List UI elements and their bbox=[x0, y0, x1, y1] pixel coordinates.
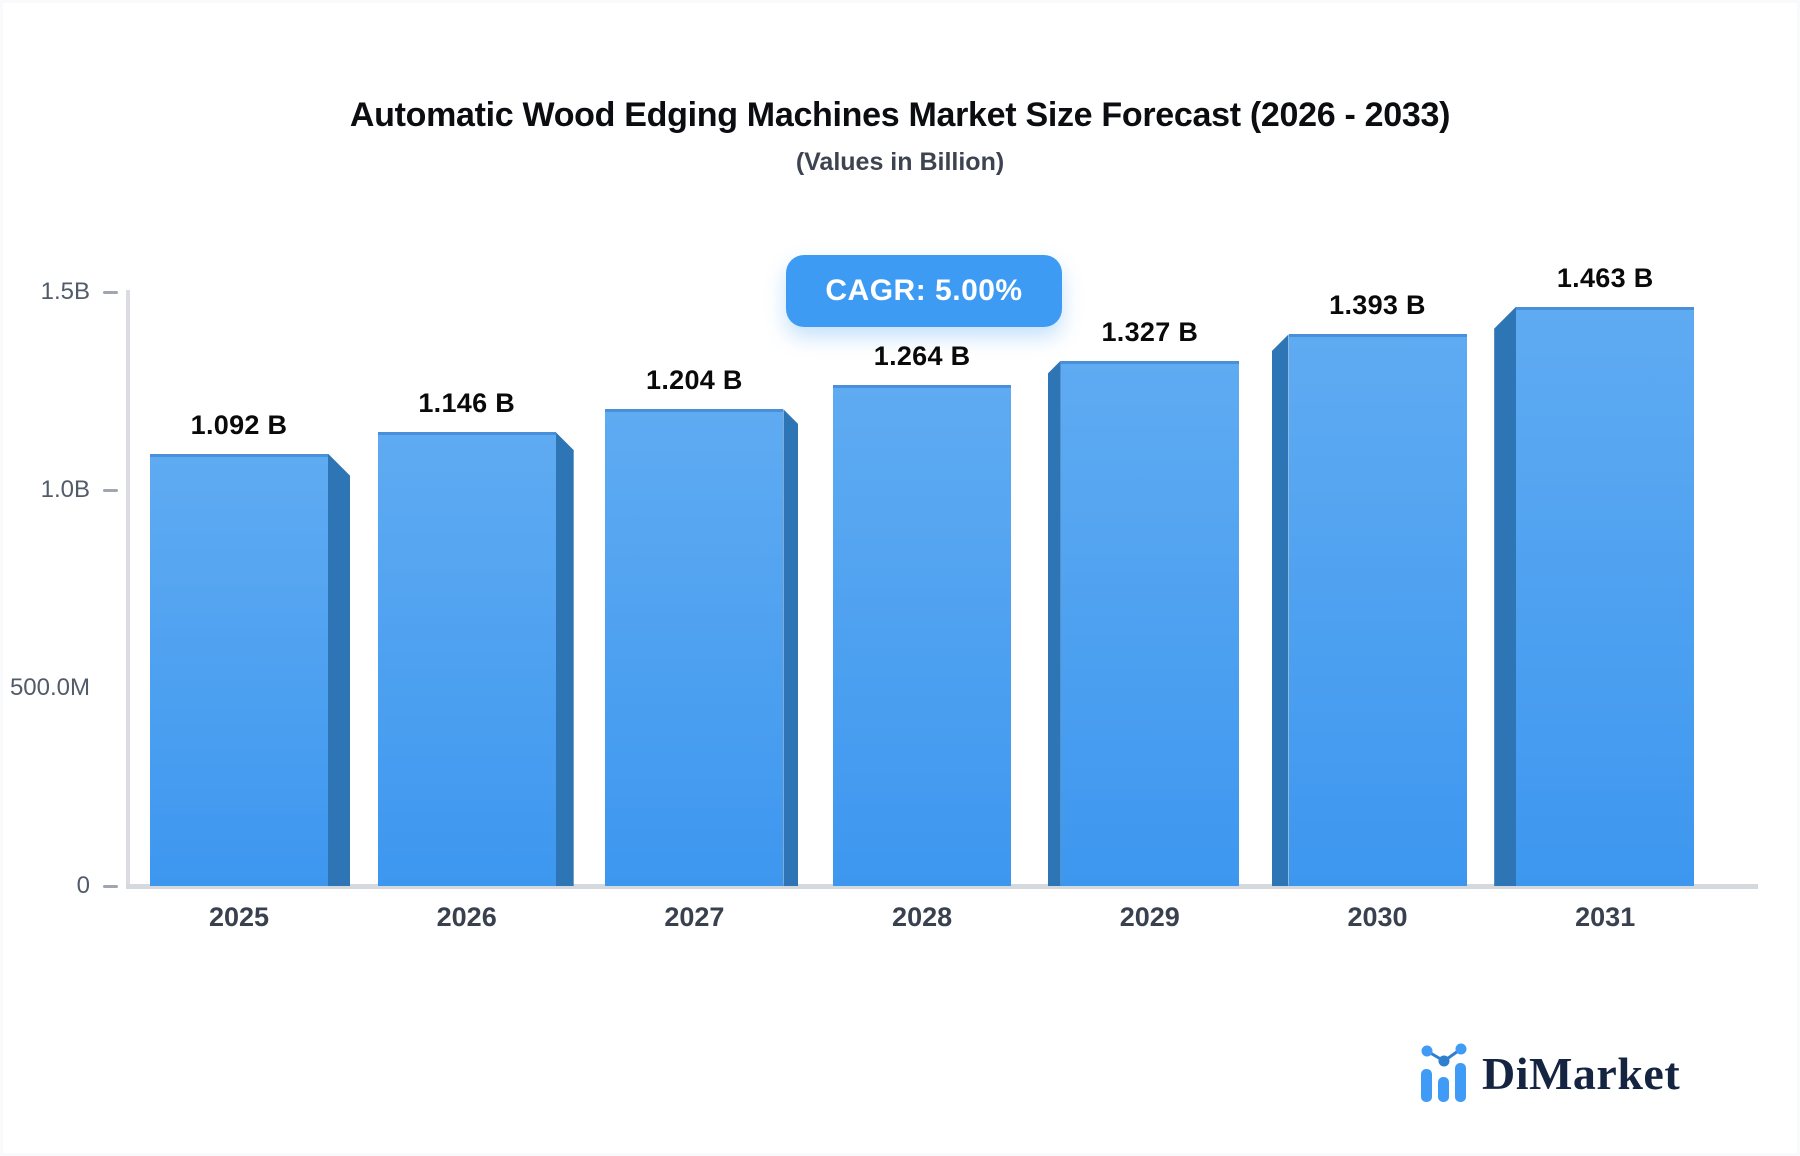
y-axis-tick bbox=[103, 488, 118, 492]
bar-front-face bbox=[1288, 334, 1467, 886]
bar-value-label: 1.092 B bbox=[190, 409, 288, 440]
page-title: Automatic Wood Edging Machines Market Si… bbox=[349, 96, 1451, 134]
page-subtitle: (Values in Billion) bbox=[795, 148, 1005, 176]
bar-year-label: 2030 bbox=[1347, 902, 1408, 932]
bar-year-label: 2028 bbox=[892, 902, 953, 932]
y-axis-label: 500.0M bbox=[9, 674, 90, 701]
bar-value-label: 1.393 B bbox=[1329, 290, 1426, 321]
bar-front-face bbox=[150, 453, 328, 886]
bar-value-label: 1.463 B bbox=[1556, 262, 1654, 293]
bar-side-face bbox=[783, 409, 799, 886]
y-axis-label: 1.0B bbox=[40, 476, 90, 503]
y-axis-label: 1.5B bbox=[40, 278, 90, 305]
bar-value-label: 1.264 B bbox=[873, 341, 971, 372]
x-axis-line bbox=[126, 884, 1758, 889]
y-axis-label: 0 bbox=[76, 872, 90, 899]
bar-year-label: 2029 bbox=[1119, 902, 1180, 932]
cagr-badge-label: CAGR: 5.00% bbox=[825, 274, 1023, 307]
bar-year-label: 2031 bbox=[1575, 902, 1636, 932]
y-axis-tick bbox=[103, 884, 118, 888]
dimarket-logo: DiMarket bbox=[1418, 1042, 1680, 1104]
cagr-badge: CAGR: 5.00% bbox=[786, 255, 1062, 327]
bar-front-face bbox=[605, 409, 784, 886]
dimarket-logo-text: DiMarket bbox=[1482, 1047, 1681, 1099]
bar-year-label: 2026 bbox=[436, 902, 497, 932]
bar-year-label: 2027 bbox=[664, 902, 725, 932]
bar-value-label: 1.204 B bbox=[646, 365, 743, 396]
bar-side-face bbox=[1494, 306, 1517, 886]
bar-side-face bbox=[555, 432, 574, 886]
bar-line-chart-icon bbox=[1421, 1043, 1467, 1102]
y-axis-tick bbox=[103, 290, 118, 294]
bar-front-face bbox=[833, 385, 1012, 886]
bar-side-face bbox=[328, 453, 350, 886]
y-axis-line bbox=[126, 290, 130, 886]
bar-side-face bbox=[1271, 334, 1289, 886]
bar-side-face bbox=[1047, 360, 1061, 886]
bar-front-face bbox=[377, 432, 556, 886]
bar-front-face bbox=[1516, 306, 1695, 886]
bar-value-label: 1.146 B bbox=[418, 388, 516, 419]
bar-year-label: 2025 bbox=[208, 902, 270, 932]
bar-front-face bbox=[1060, 360, 1239, 886]
bar-value-label: 1.327 B bbox=[1101, 316, 1199, 347]
